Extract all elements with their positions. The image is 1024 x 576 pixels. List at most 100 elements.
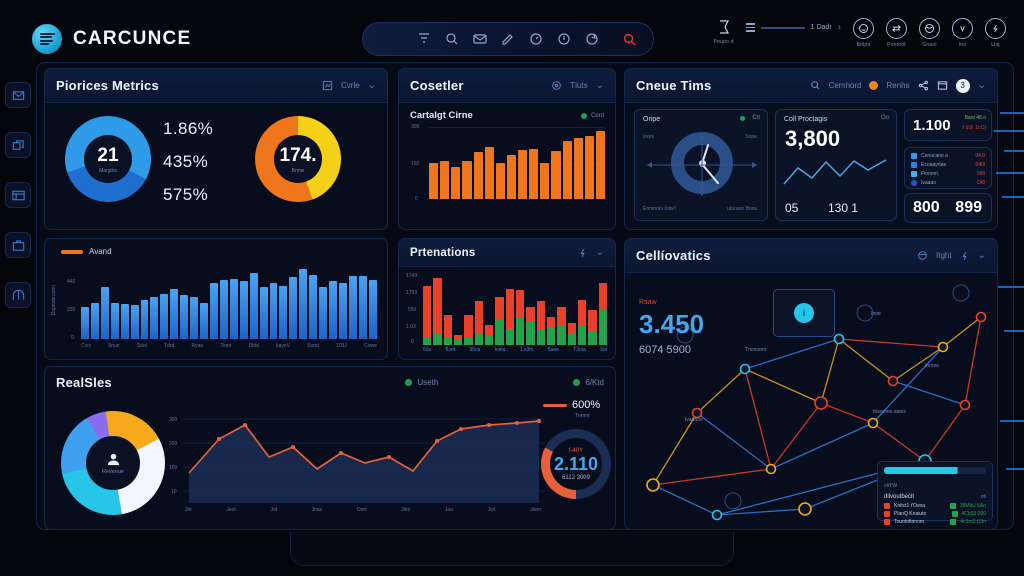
refresh-icon[interactable] [584, 31, 600, 47]
network-marker [856, 304, 874, 322]
network-node[interactable] [887, 375, 899, 387]
bar-segment-green [515, 316, 525, 345]
action-bolpa[interactable]: Bolpa [853, 18, 874, 48]
card-legend: Cenacano a 94,0 Ecoaayrtae 040l Floronn,… [904, 147, 992, 189]
left-sidebar [0, 74, 36, 504]
action-pontoot[interactable]: Pontoot [886, 18, 907, 48]
legend-sub: Tnront [575, 413, 590, 419]
edge-tick [1004, 330, 1024, 332]
legend-label: Ecoaayrtae [921, 162, 947, 168]
bar [358, 275, 367, 339]
bar-segment-red [474, 300, 483, 334]
search-icon[interactable] [810, 80, 821, 91]
alert-icon[interactable] [556, 31, 572, 47]
bar [170, 288, 179, 339]
network-link [744, 368, 822, 404]
clock-label: utooaor Boos [727, 206, 757, 212]
filter-icon[interactable] [416, 31, 432, 47]
y-axis-label: Dapeobruoon [51, 285, 57, 316]
action-gnaoi[interactable]: Gnaoi [919, 18, 940, 48]
network-node[interactable] [646, 478, 660, 492]
stacked-bar [453, 271, 463, 345]
stacked-bar [423, 271, 432, 345]
legend-item: Touotoltonom 4c1m3 U3n [884, 519, 986, 525]
network-node[interactable] [798, 502, 812, 516]
clock-label: Sope [745, 134, 757, 140]
global-nav-pill[interactable] [362, 22, 654, 56]
panel-action-label[interactable]: Tluts [570, 81, 588, 90]
network-node[interactable] [975, 311, 987, 323]
avatar[interactable]: 3 [955, 78, 970, 93]
globe-icon[interactable] [917, 250, 928, 261]
chevron-down-icon[interactable]: ⌄ [977, 80, 986, 91]
sidebar-item-arch[interactable] [5, 282, 31, 308]
panel-action-label[interactable]: Cvrle [340, 81, 360, 90]
action-ino[interactable]: Ino [952, 18, 973, 48]
gauge-icon[interactable] [528, 31, 544, 47]
bar-series [81, 263, 377, 339]
user-badge[interactable]: Peupo d [714, 18, 734, 45]
donut-revenue: Revenue [61, 411, 165, 515]
legend-item: PlanQ Koaiuto 4Cb93 090 [884, 511, 986, 517]
legend-label: 6/Ktd [585, 377, 604, 387]
bar-segment-red [505, 288, 514, 331]
menu-label: 1 Dadr [810, 24, 832, 31]
x-tick: 1.s3m [519, 347, 534, 353]
action-liiq[interactable]: Liiq [985, 18, 1006, 48]
gauge-progress: f-40Y 2.110 6112 3009 [541, 429, 611, 499]
network-node[interactable] [691, 407, 703, 419]
x-tick: 3ot [600, 347, 607, 353]
panel-prtenations: Prtenations ⌄ 1749 1703 550 1.03 0 63a fl… [398, 238, 616, 360]
arch-icon [12, 289, 24, 300]
kpi-block: Rsaw 3.450 6074 5900 [639, 291, 704, 358]
page-title: Piorices Metrics [56, 78, 159, 93]
window-icon[interactable] [937, 80, 948, 91]
node-card[interactable]: i [773, 289, 835, 337]
bar-segment-green [423, 338, 432, 345]
bolt-icon[interactable] [960, 251, 970, 261]
target-icon[interactable] [551, 80, 562, 91]
sidebar-item-dashboard[interactable] [5, 182, 31, 208]
bar [239, 281, 248, 339]
share-icon[interactable] [918, 80, 929, 91]
chevron-down-icon[interactable]: ⌄ [977, 250, 986, 261]
stat-delta: Bant 48.o [964, 115, 986, 121]
bar [551, 151, 561, 199]
sidebar-item-mail[interactable] [5, 82, 31, 108]
edge-tick [1006, 468, 1024, 470]
chevron-down-icon[interactable]: ⌄ [367, 80, 376, 91]
zoom-icon[interactable] [444, 31, 460, 47]
brand-logo[interactable]: CARCUNCE [32, 24, 191, 54]
chevron-down-icon[interactable]: ⌄ [595, 247, 604, 258]
gauge-top-label: f-40Y [568, 447, 584, 454]
mail-icon[interactable] [472, 31, 488, 47]
y-tick: 150 [411, 161, 420, 167]
search-icon[interactable] [622, 32, 637, 47]
sidebar-item-copy[interactable] [5, 132, 31, 158]
network-node[interactable] [937, 341, 949, 353]
menu-toggle[interactable]: 1 Dadr › [745, 22, 841, 33]
panel-metrics-header: Piorices Metrics Cvrle ⌄ [45, 69, 387, 103]
stat-value: 1.100 [913, 117, 951, 134]
network-node[interactable] [814, 396, 828, 410]
network-node[interactable] [833, 333, 845, 345]
panel-action-label[interactable]: Itght [936, 251, 952, 260]
network-node[interactable] [711, 509, 723, 521]
action-label: Gnaoi [922, 42, 937, 48]
edit-icon[interactable] [500, 31, 516, 47]
chevron-down-icon[interactable]: ⌄ [595, 80, 604, 91]
action-label: Bolpa [856, 42, 871, 48]
network-node[interactable] [867, 417, 879, 429]
network-node[interactable] [739, 363, 751, 375]
network-link [744, 338, 840, 370]
network-node[interactable] [765, 463, 777, 475]
bar [573, 137, 583, 199]
x-tick: Jnas [311, 507, 323, 513]
bolt-icon[interactable] [578, 248, 588, 258]
chart-icon[interactable] [322, 80, 333, 91]
legend-item: Ivaaao DI8 [911, 180, 985, 186]
search-label[interactable]: Cemhord [828, 81, 862, 90]
network-node[interactable] [959, 399, 971, 411]
sidebar-item-briefcase[interactable] [5, 232, 31, 258]
